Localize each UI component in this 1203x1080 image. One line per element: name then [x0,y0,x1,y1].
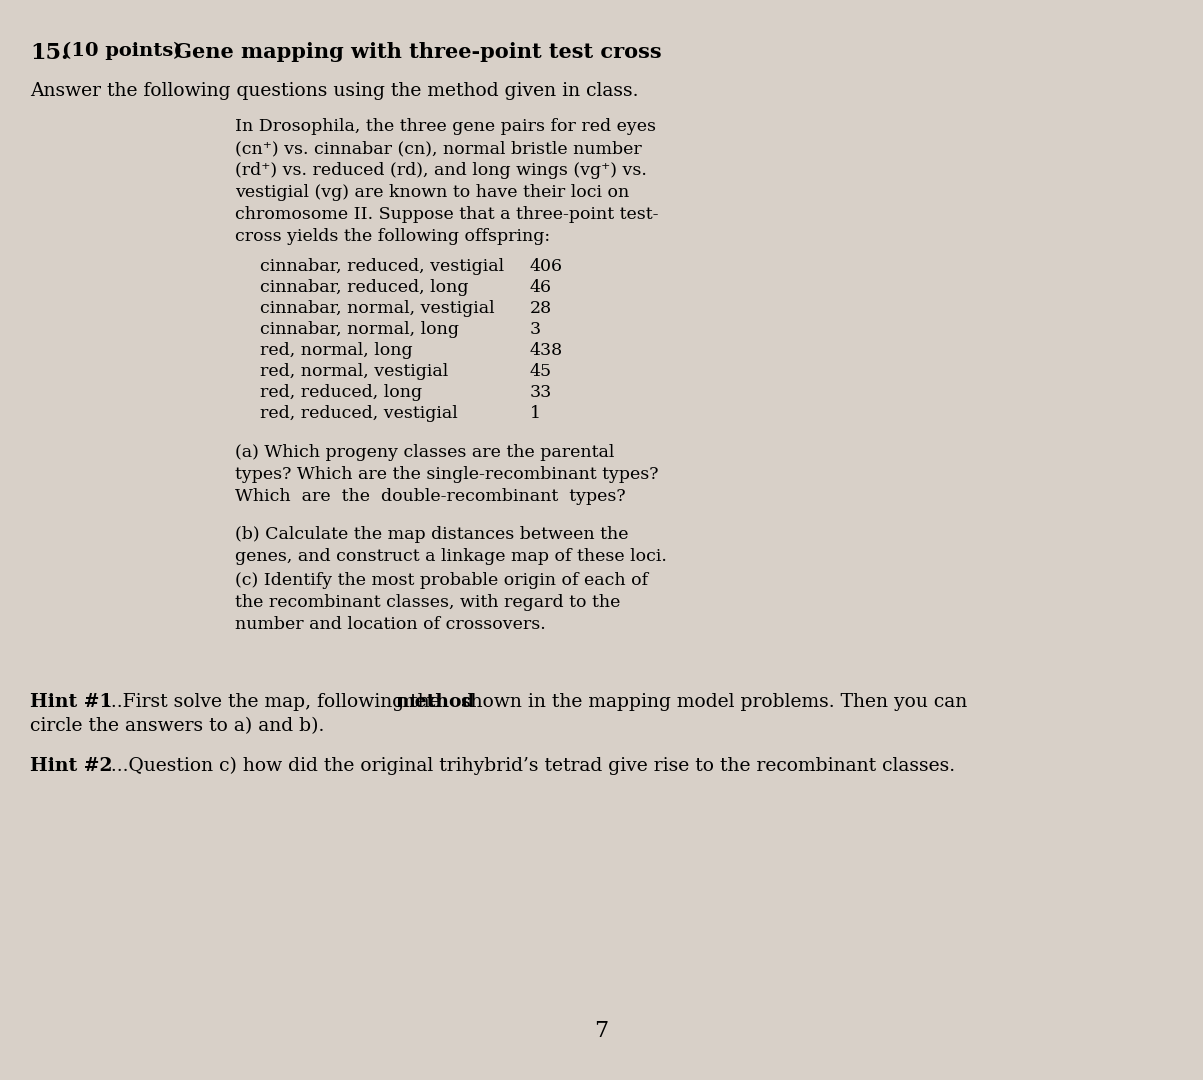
Text: number and location of crossovers.: number and location of crossovers. [235,616,546,633]
Text: Which  are  the  double-recombinant  types?: Which are the double-recombinant types? [235,488,626,505]
Text: red, reduced, vestigial: red, reduced, vestigial [260,405,458,422]
Text: vestigial (vg) are known to have their loci on: vestigial (vg) are known to have their l… [235,184,629,201]
Text: the recombinant classes, with regard to the: the recombinant classes, with regard to … [235,594,621,611]
Text: (rd⁺) vs. reduced (rd), and long wings (vg⁺) vs.: (rd⁺) vs. reduced (rd), and long wings (… [235,162,647,179]
Text: chromosome II. Suppose that a three-point test-: chromosome II. Suppose that a three-poin… [235,206,658,222]
Text: red, reduced, long: red, reduced, long [260,384,422,401]
Text: circle the answers to a) and b).: circle the answers to a) and b). [30,717,325,735]
Text: ...First solve the map, following the: ...First solve the map, following the [105,693,446,711]
Text: (cn⁺) vs. cinnabar (cn), normal bristle number: (cn⁺) vs. cinnabar (cn), normal bristle … [235,140,641,157]
Text: (a) Which progeny classes are the parental: (a) Which progeny classes are the parent… [235,444,615,461]
Text: cross yields the following offspring:: cross yields the following offspring: [235,228,550,245]
Text: (10 points): (10 points) [63,42,183,60]
Text: 438: 438 [531,342,563,359]
Text: shown in the mapping model problems. Then you can: shown in the mapping model problems. The… [455,693,967,711]
Text: Answer the following questions using the method given in class.: Answer the following questions using the… [30,82,639,100]
Text: 406: 406 [531,258,563,275]
Text: 7: 7 [594,1020,608,1042]
Text: 33: 33 [531,384,552,401]
Text: 1: 1 [531,405,541,422]
Text: 15.: 15. [30,42,69,64]
Text: 45: 45 [531,363,552,380]
Text: types? Which are the single-recombinant types?: types? Which are the single-recombinant … [235,465,658,483]
Text: Gene mapping with three-point test cross: Gene mapping with three-point test cross [167,42,662,62]
Text: red, normal, vestigial: red, normal, vestigial [260,363,449,380]
Text: 28: 28 [531,300,552,318]
Text: cinnabar, reduced, vestigial: cinnabar, reduced, vestigial [260,258,504,275]
Text: genes, and construct a linkage map of these loci.: genes, and construct a linkage map of th… [235,548,666,565]
Text: cinnabar, normal, vestigial: cinnabar, normal, vestigial [260,300,494,318]
Text: red, normal, long: red, normal, long [260,342,413,359]
Text: method: method [395,693,475,711]
Text: 3: 3 [531,321,541,338]
Text: ....Question c) how did the original trihybrid’s tetrad give rise to the recombi: ....Question c) how did the original tri… [105,757,955,775]
Text: (c) Identify the most probable origin of each of: (c) Identify the most probable origin of… [235,572,648,589]
Text: Hint #1: Hint #1 [30,693,113,711]
Text: (b) Calculate the map distances between the: (b) Calculate the map distances between … [235,526,628,543]
Text: cinnabar, normal, long: cinnabar, normal, long [260,321,460,338]
Text: 46: 46 [531,279,552,296]
Text: cinnabar, reduced, long: cinnabar, reduced, long [260,279,468,296]
Text: In Drosophila, the three gene pairs for red eyes: In Drosophila, the three gene pairs for … [235,118,656,135]
Text: Hint #2: Hint #2 [30,757,112,775]
